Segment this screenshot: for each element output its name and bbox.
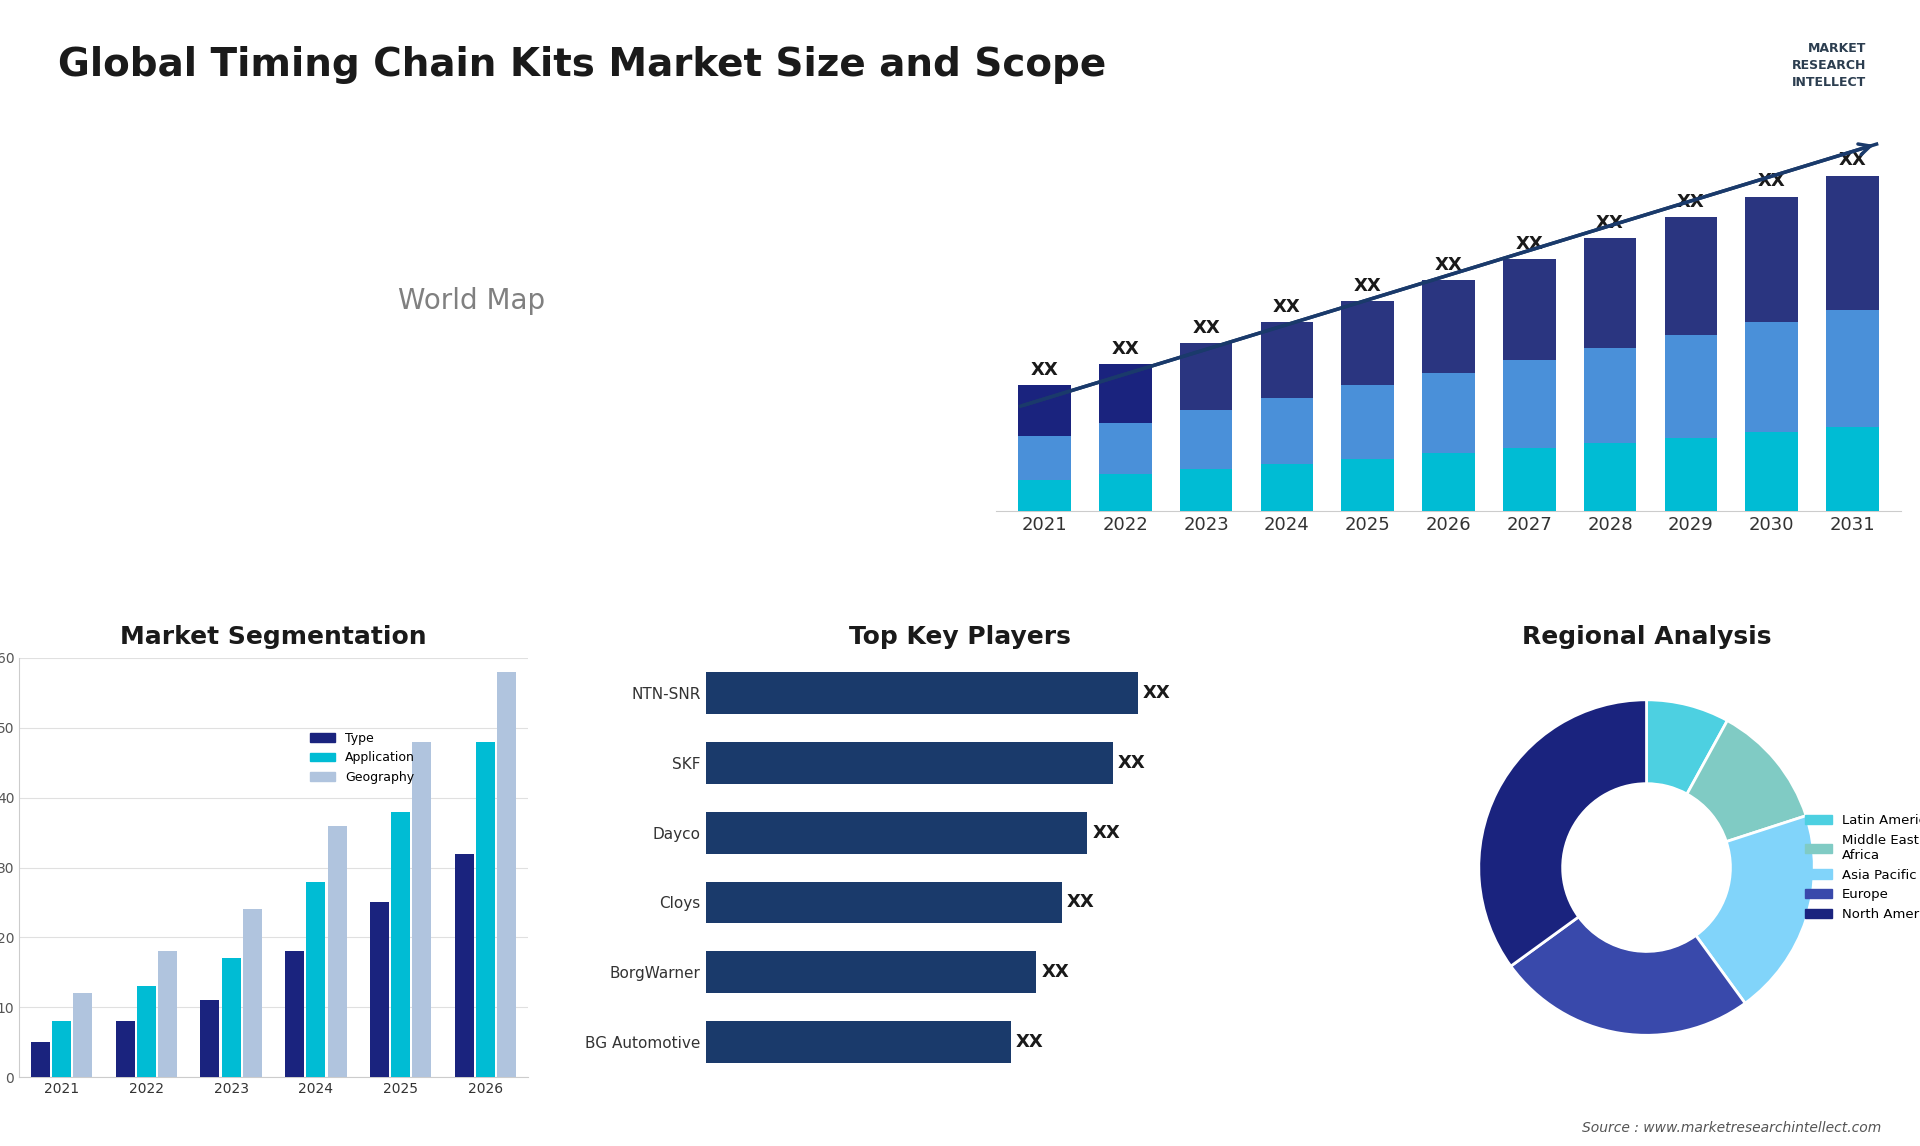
Bar <box>455 854 474 1077</box>
Bar <box>1745 196 1797 322</box>
Bar <box>1503 360 1555 448</box>
Legend: Type, Application, Geography: Type, Application, Geography <box>305 727 420 788</box>
Bar <box>707 951 1037 994</box>
Bar <box>1826 427 1878 511</box>
Bar <box>1423 281 1475 372</box>
Text: XX: XX <box>1041 964 1069 981</box>
Bar <box>1342 385 1394 458</box>
Circle shape <box>1563 784 1730 951</box>
Bar <box>1745 432 1797 511</box>
Bar <box>1665 438 1716 511</box>
Text: XX: XX <box>1016 1034 1044 1051</box>
Bar <box>136 987 156 1077</box>
Bar <box>1665 218 1716 335</box>
Bar <box>286 951 303 1077</box>
Bar <box>1018 480 1071 511</box>
Bar <box>1826 309 1878 427</box>
Bar <box>707 881 1062 924</box>
Bar <box>52 1021 71 1077</box>
Bar <box>1584 442 1636 511</box>
Bar <box>1584 347 1636 442</box>
Legend: Latin America, Middle East &
Africa, Asia Pacific, Europe, North America: Latin America, Middle East & Africa, Asi… <box>1799 809 1920 926</box>
Bar <box>115 1021 134 1077</box>
Wedge shape <box>1647 700 1728 794</box>
Bar <box>242 910 261 1077</box>
Bar <box>1745 322 1797 432</box>
Text: World Map: World Map <box>397 288 545 315</box>
Bar <box>73 994 92 1077</box>
Bar <box>221 958 240 1077</box>
Text: XX: XX <box>1839 151 1866 170</box>
Bar <box>1261 322 1313 398</box>
Bar <box>1342 301 1394 385</box>
Text: XX: XX <box>1757 172 1786 190</box>
Text: XX: XX <box>1515 235 1544 253</box>
Bar <box>157 951 177 1077</box>
Bar <box>1018 435 1071 480</box>
Bar <box>392 811 411 1077</box>
Bar <box>1423 454 1475 511</box>
Text: XX: XX <box>1273 298 1302 316</box>
Text: XX: XX <box>1092 824 1119 841</box>
Text: XX: XX <box>1596 214 1624 233</box>
Text: XX: XX <box>1068 894 1094 911</box>
Text: XX: XX <box>1676 194 1705 211</box>
Bar <box>1098 364 1152 423</box>
Bar <box>1181 344 1233 410</box>
Bar <box>707 741 1112 784</box>
Wedge shape <box>1695 816 1814 1003</box>
Bar <box>1261 464 1313 511</box>
Title: Market Segmentation: Market Segmentation <box>121 625 426 649</box>
Bar <box>707 672 1139 714</box>
Bar <box>328 825 348 1077</box>
Bar <box>1261 398 1313 464</box>
Bar <box>1665 335 1716 438</box>
Title: Top Key Players: Top Key Players <box>849 625 1071 649</box>
Text: XX: XX <box>1192 319 1219 337</box>
Text: Source : www.marketresearchintellect.com: Source : www.marketresearchintellect.com <box>1582 1121 1882 1135</box>
Bar <box>31 1043 50 1077</box>
Bar <box>1503 259 1555 360</box>
Bar <box>307 881 324 1077</box>
Text: Global Timing Chain Kits Market Size and Scope: Global Timing Chain Kits Market Size and… <box>58 46 1106 84</box>
Text: XX: XX <box>1112 340 1139 358</box>
Text: XX: XX <box>1031 361 1058 379</box>
Text: XX: XX <box>1117 754 1146 771</box>
Bar <box>1423 372 1475 454</box>
Title: Regional Analysis: Regional Analysis <box>1523 625 1772 649</box>
Bar <box>1098 474 1152 511</box>
Bar <box>497 672 516 1077</box>
Bar <box>1826 175 1878 309</box>
Bar <box>413 741 432 1077</box>
Bar <box>1018 385 1071 435</box>
Bar <box>1098 423 1152 474</box>
Bar <box>1342 458 1394 511</box>
Bar <box>371 903 390 1077</box>
Text: XX: XX <box>1434 256 1463 274</box>
Text: XX: XX <box>1354 277 1382 295</box>
Text: XX: XX <box>1142 684 1171 701</box>
Bar <box>1503 448 1555 511</box>
Text: MARKET
RESEARCH
INTELLECT: MARKET RESEARCH INTELLECT <box>1791 42 1866 89</box>
Bar <box>1181 410 1233 469</box>
Wedge shape <box>1511 917 1745 1035</box>
Bar <box>707 1021 1010 1063</box>
Bar <box>1181 469 1233 511</box>
Bar <box>707 811 1087 854</box>
Wedge shape <box>1688 721 1807 841</box>
Bar <box>476 741 495 1077</box>
Wedge shape <box>1478 700 1647 966</box>
Bar <box>1584 238 1636 347</box>
Bar <box>200 1000 219 1077</box>
